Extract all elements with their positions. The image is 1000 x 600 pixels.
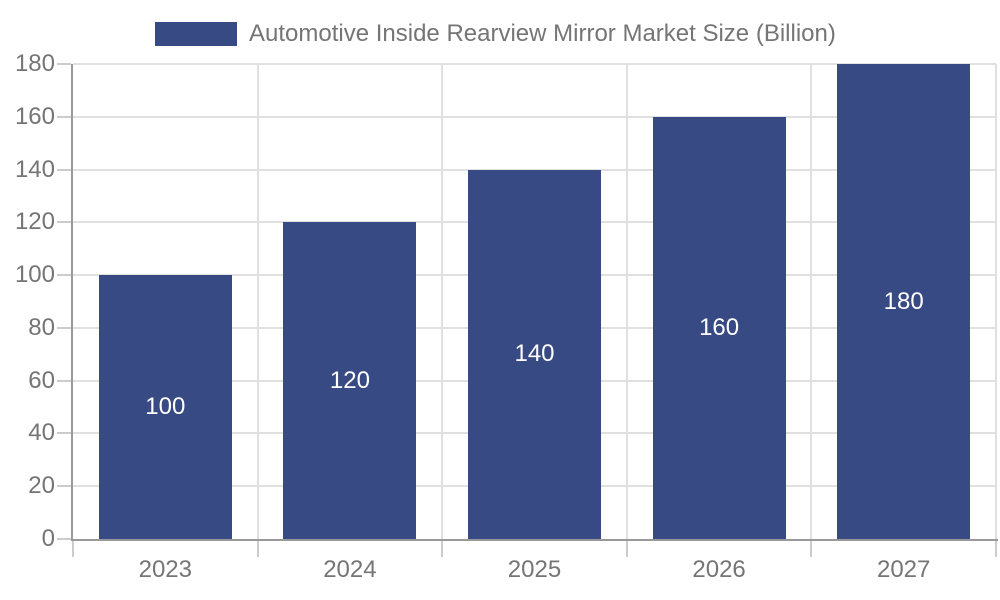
bar bbox=[837, 64, 971, 539]
y-axis-tick-label: 40 bbox=[28, 419, 55, 447]
bar-value-label: 120 bbox=[329, 366, 370, 394]
y-tick-mark bbox=[57, 115, 71, 118]
x-axis-tick-label: 2025 bbox=[507, 556, 562, 583]
y-tick-mark bbox=[57, 221, 71, 224]
y-axis-tick-label: 160 bbox=[14, 102, 55, 130]
y-tick-mark bbox=[57, 326, 71, 329]
bar bbox=[98, 275, 232, 539]
y-tick-mark bbox=[57, 538, 71, 540]
x-tick-mark bbox=[995, 541, 997, 557]
h-gridline bbox=[73, 63, 996, 65]
x-tick-mark bbox=[256, 541, 259, 557]
y-tick-mark bbox=[57, 63, 71, 65]
v-gridline bbox=[995, 64, 997, 539]
x-axis-line bbox=[71, 539, 998, 541]
y-tick-mark bbox=[57, 432, 71, 435]
v-gridline bbox=[256, 64, 259, 539]
y-tick-mark bbox=[57, 274, 71, 277]
x-axis-tick-label: 2027 bbox=[876, 556, 931, 583]
y-axis-tick-label: 60 bbox=[28, 366, 55, 394]
bar bbox=[652, 116, 786, 539]
x-tick-mark bbox=[810, 541, 813, 557]
v-gridline bbox=[625, 64, 628, 539]
y-axis-tick-label: 80 bbox=[28, 313, 55, 341]
x-tick-mark bbox=[72, 541, 74, 557]
v-gridline bbox=[441, 64, 444, 539]
y-tick-mark bbox=[57, 485, 71, 488]
y-tick-mark bbox=[57, 379, 71, 382]
h-gridline bbox=[73, 115, 996, 118]
y-axis-tick-label: 180 bbox=[14, 50, 55, 77]
y-axis-tick-label: 100 bbox=[14, 261, 55, 289]
x-axis-tick-label: 2023 bbox=[138, 556, 192, 583]
x-axis-tick-label: 2026 bbox=[692, 556, 746, 583]
bar-value-label: 180 bbox=[883, 287, 924, 315]
y-axis-tick-label: 140 bbox=[14, 155, 55, 183]
bar-value-label: 140 bbox=[514, 340, 555, 368]
h-gridline bbox=[73, 168, 996, 171]
x-tick-mark bbox=[441, 541, 444, 557]
x-tick-mark bbox=[625, 541, 628, 557]
y-axis-tick-label: 120 bbox=[14, 208, 55, 236]
bar bbox=[468, 169, 601, 539]
x-axis-tick-label: 2024 bbox=[323, 556, 377, 583]
v-gridline bbox=[810, 64, 813, 539]
y-axis-tick-label: 20 bbox=[28, 472, 55, 500]
y-axis-line bbox=[71, 64, 73, 539]
legend[interactable]: Automotive Inside Rearview Mirror Market… bbox=[155, 20, 836, 48]
bar bbox=[283, 222, 417, 539]
plot-area bbox=[71, 63, 998, 541]
y-axis-tick-label: 0 bbox=[41, 525, 55, 552]
bar-value-label: 160 bbox=[699, 313, 740, 341]
legend-label: Automotive Inside Rearview Mirror Market… bbox=[249, 20, 836, 47]
legend-swatch bbox=[155, 22, 237, 46]
bar-value-label: 100 bbox=[145, 393, 186, 421]
y-tick-mark bbox=[57, 168, 71, 171]
